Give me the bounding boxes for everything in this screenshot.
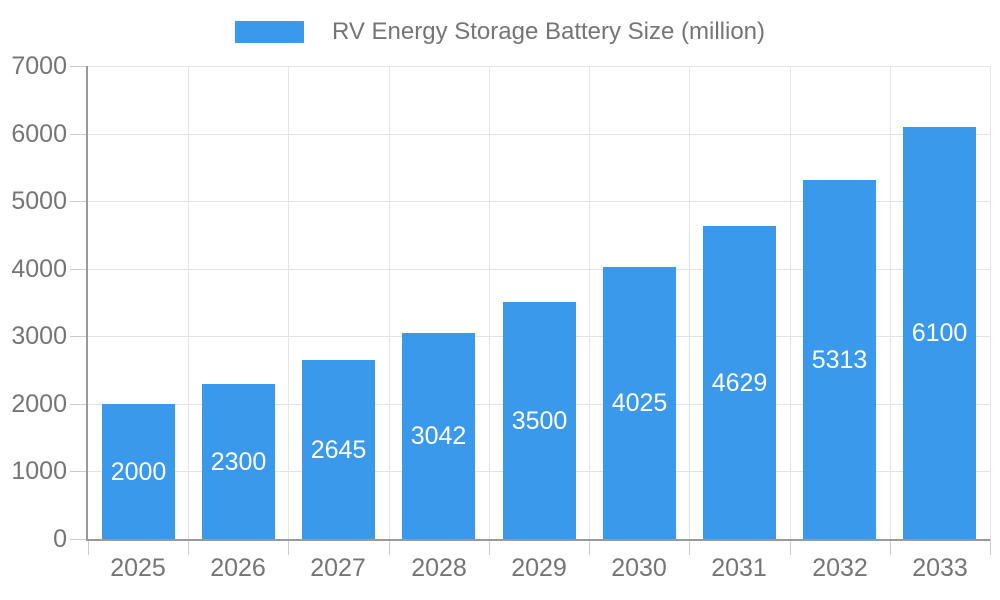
gridline-vertical: [689, 66, 690, 539]
y-axis-tick: [70, 201, 88, 202]
x-axis-label: 2031: [711, 554, 767, 582]
bar-value-label: 4025: [611, 389, 668, 417]
x-axis-tick: [188, 539, 189, 555]
x-axis-tick: [589, 539, 590, 555]
y-axis-tick: [70, 134, 88, 135]
y-axis-label: 2000: [11, 390, 67, 418]
x-axis-label: 2026: [210, 554, 266, 582]
y-axis-label: 6000: [11, 120, 67, 148]
x-axis-label: 2033: [912, 554, 968, 582]
gridline-vertical: [790, 66, 791, 539]
bar-value-label: 3042: [410, 422, 467, 450]
y-axis-tick: [70, 66, 88, 67]
gridline-horizontal: [88, 134, 990, 135]
x-axis-tick: [990, 539, 991, 555]
x-axis-tick: [790, 539, 791, 555]
x-axis-label: 2030: [611, 554, 667, 582]
bar[interactable]: 3500: [503, 302, 576, 539]
bar-value-label: 4629: [711, 369, 768, 397]
gridline-vertical: [589, 66, 590, 539]
y-axis-label: 3000: [11, 322, 67, 350]
gridline-vertical: [389, 66, 390, 539]
x-axis-tick: [88, 539, 89, 555]
x-axis-label: 2025: [110, 554, 166, 582]
y-axis-tick: [70, 404, 88, 405]
y-axis-tick: [70, 471, 88, 472]
bar[interactable]: 6100: [903, 127, 976, 539]
y-axis-label: 7000: [11, 52, 67, 80]
bar[interactable]: 2300: [202, 384, 275, 539]
y-axis-tick: [70, 269, 88, 270]
x-axis-label: 2028: [411, 554, 467, 582]
x-axis-line: [86, 539, 990, 541]
bar-value-label: 2300: [210, 448, 267, 476]
bar[interactable]: 3042: [402, 333, 475, 539]
bar-value-label: 2000: [110, 458, 167, 486]
y-axis-tick: [70, 539, 88, 540]
bar-value-label: 2645: [310, 436, 367, 464]
bar[interactable]: 4025: [603, 267, 676, 539]
bar-value-label: 3500: [511, 407, 568, 435]
y-axis-label: 1000: [11, 457, 67, 485]
gridline-vertical: [990, 66, 991, 539]
y-axis-label: 0: [53, 525, 67, 553]
gridline-vertical: [288, 66, 289, 539]
y-axis-label: 4000: [11, 255, 67, 283]
gridline-horizontal: [88, 66, 990, 67]
legend-label: RV Energy Storage Battery Size (million): [331, 18, 766, 45]
x-axis-tick: [389, 539, 390, 555]
y-axis-label: 5000: [11, 187, 67, 215]
bar[interactable]: 2645: [302, 360, 375, 539]
gridline-horizontal: [88, 269, 990, 270]
x-axis-tick: [489, 539, 490, 555]
gridline-vertical: [188, 66, 189, 539]
legend-swatch: [234, 21, 304, 43]
bar[interactable]: 4629: [703, 226, 776, 539]
x-axis-label: 2027: [310, 554, 366, 582]
x-axis-tick: [689, 539, 690, 555]
y-axis-tick: [70, 336, 88, 337]
x-axis-label: 2029: [511, 554, 567, 582]
gridline-horizontal: [88, 201, 990, 202]
x-axis-tick: [288, 539, 289, 555]
bar[interactable]: 2000: [102, 404, 175, 539]
bar[interactable]: 5313: [803, 180, 876, 539]
gridline-vertical: [890, 66, 891, 539]
legend[interactable]: RV Energy Storage Battery Size (million): [0, 19, 1000, 45]
x-axis-tick: [890, 539, 891, 555]
x-axis-label: 2032: [812, 554, 868, 582]
bar-value-label: 6100: [911, 319, 968, 347]
gridline-vertical: [489, 66, 490, 539]
y-axis-line: [86, 66, 88, 541]
bar-value-label: 5313: [811, 346, 868, 374]
